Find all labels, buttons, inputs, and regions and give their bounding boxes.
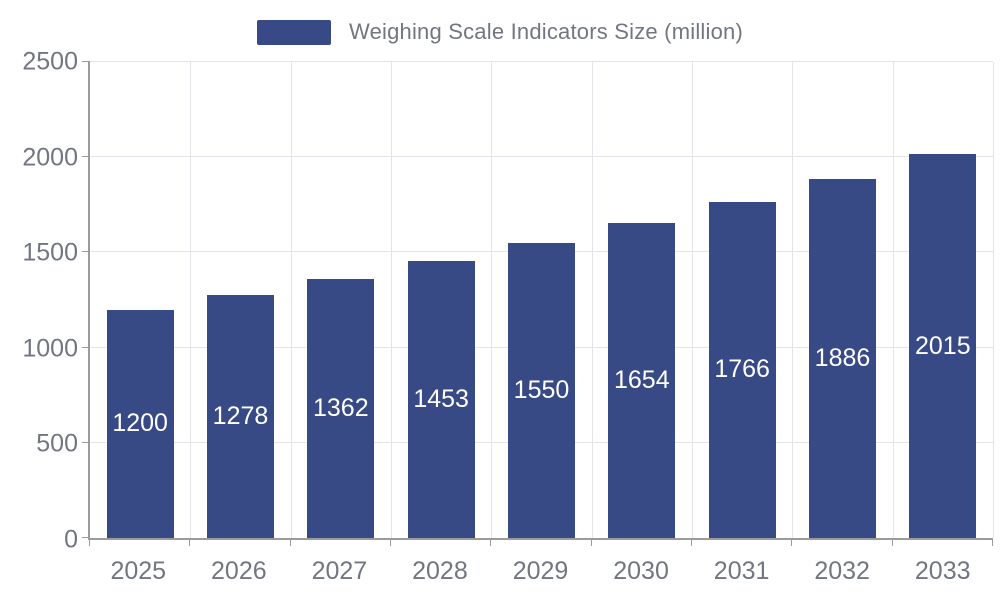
bar-2032[interactable]: 1886 — [808, 178, 877, 538]
y-axis-tick — [82, 441, 90, 443]
bar-slot: 1453 — [391, 62, 491, 538]
bar-2031[interactable]: 1766 — [708, 201, 776, 538]
bar-value-label: 1200 — [112, 409, 168, 438]
x-axis-tick — [590, 538, 592, 546]
y-axis-tick — [82, 61, 90, 62]
bar-slot: 1278 — [190, 62, 290, 538]
horizontal-gridline — [90, 61, 993, 62]
vertical-gridline — [290, 62, 292, 538]
y-tick-label: 2500 — [22, 47, 78, 76]
bar-2030[interactable]: 1654 — [608, 223, 676, 538]
x-axis-tick — [289, 538, 291, 546]
x-axis-tick — [791, 538, 793, 546]
y-tick-label: 0 — [64, 525, 78, 554]
vertical-gridline — [993, 62, 994, 538]
x-axis-tick — [690, 538, 692, 546]
x-axis-tick — [891, 538, 893, 546]
vertical-gridline — [591, 62, 593, 538]
x-tick-label: 2029 — [512, 557, 569, 585]
bar-value-label: 1278 — [212, 401, 269, 430]
vertical-gridline — [390, 62, 392, 538]
x-axis-tick — [992, 538, 993, 546]
bar-value-label: 1550 — [513, 375, 570, 404]
y-axis-labels: 0 500 1000 1500 2000 2500 — [0, 49, 78, 552]
x-axis-tick — [189, 538, 191, 546]
y-axis-tick — [82, 346, 90, 348]
horizontal-gridline — [90, 156, 993, 158]
bar-2033[interactable]: 2015 — [909, 154, 977, 538]
x-tick-label: 2028 — [412, 557, 468, 585]
plot-area: 1200 1278 1362 1453 1550 1654 1766 1886 2015 — [82, 61, 994, 546]
bar-value-label: 1453 — [413, 385, 469, 414]
y-axis-tick — [82, 537, 90, 538]
bar-slot: 1886 — [792, 62, 892, 538]
x-tick-label: 2032 — [814, 557, 870, 585]
x-axis-tick — [89, 538, 90, 546]
vertical-gridline — [491, 62, 493, 538]
y-tick-label: 2000 — [22, 143, 78, 172]
legend[interactable]: Weighing Scale Indicators Size (million) — [0, 16, 1000, 48]
bar-2026[interactable]: 1278 — [206, 294, 275, 538]
vertical-gridline — [691, 62, 693, 538]
y-tick-label: 500 — [36, 429, 78, 458]
bar-2025[interactable]: 1200 — [106, 309, 174, 538]
x-tick-label: 2033 — [914, 557, 971, 585]
legend-swatch — [257, 19, 331, 45]
bar-value-label: 1766 — [714, 355, 770, 384]
bar-value-label: 1654 — [614, 366, 670, 395]
bar-slot: 1654 — [592, 62, 692, 538]
x-tick-label: 2027 — [311, 557, 368, 585]
bar-slot: 1550 — [491, 62, 591, 538]
y-axis-tick — [82, 156, 90, 158]
bar-slot: 2015 — [893, 62, 993, 538]
bar-slot: 1766 — [692, 62, 792, 538]
bar-value-label: 1362 — [313, 393, 369, 422]
x-axis-labels: 2025 2026 2027 2028 2029 2030 2031 2032 2033 — [88, 556, 993, 590]
y-axis-tick — [82, 251, 90, 253]
bar-2027[interactable]: 1362 — [307, 278, 375, 538]
bar-2028[interactable]: 1453 — [407, 261, 475, 538]
y-tick-label: 1000 — [22, 334, 78, 363]
x-tick-label: 2031 — [713, 557, 770, 585]
x-axis-tick — [490, 538, 492, 546]
bar-slot: 1362 — [291, 62, 391, 538]
bar-value-label: 1886 — [814, 343, 871, 372]
vertical-gridline — [892, 62, 894, 538]
x-axis-tick — [389, 538, 391, 546]
x-tick-label: 2026 — [211, 557, 267, 585]
bar-value-label: 2015 — [915, 331, 971, 360]
x-tick-label: 2030 — [613, 557, 669, 585]
vertical-gridline — [190, 62, 192, 538]
bar-slot: 1200 — [90, 62, 190, 538]
y-tick-label: 1500 — [22, 238, 78, 267]
vertical-gridline — [792, 62, 794, 538]
x-tick-label: 2025 — [110, 557, 167, 585]
bar-2029[interactable]: 1550 — [507, 242, 576, 538]
legend-label: Weighing Scale Indicators Size (million) — [349, 19, 743, 44]
